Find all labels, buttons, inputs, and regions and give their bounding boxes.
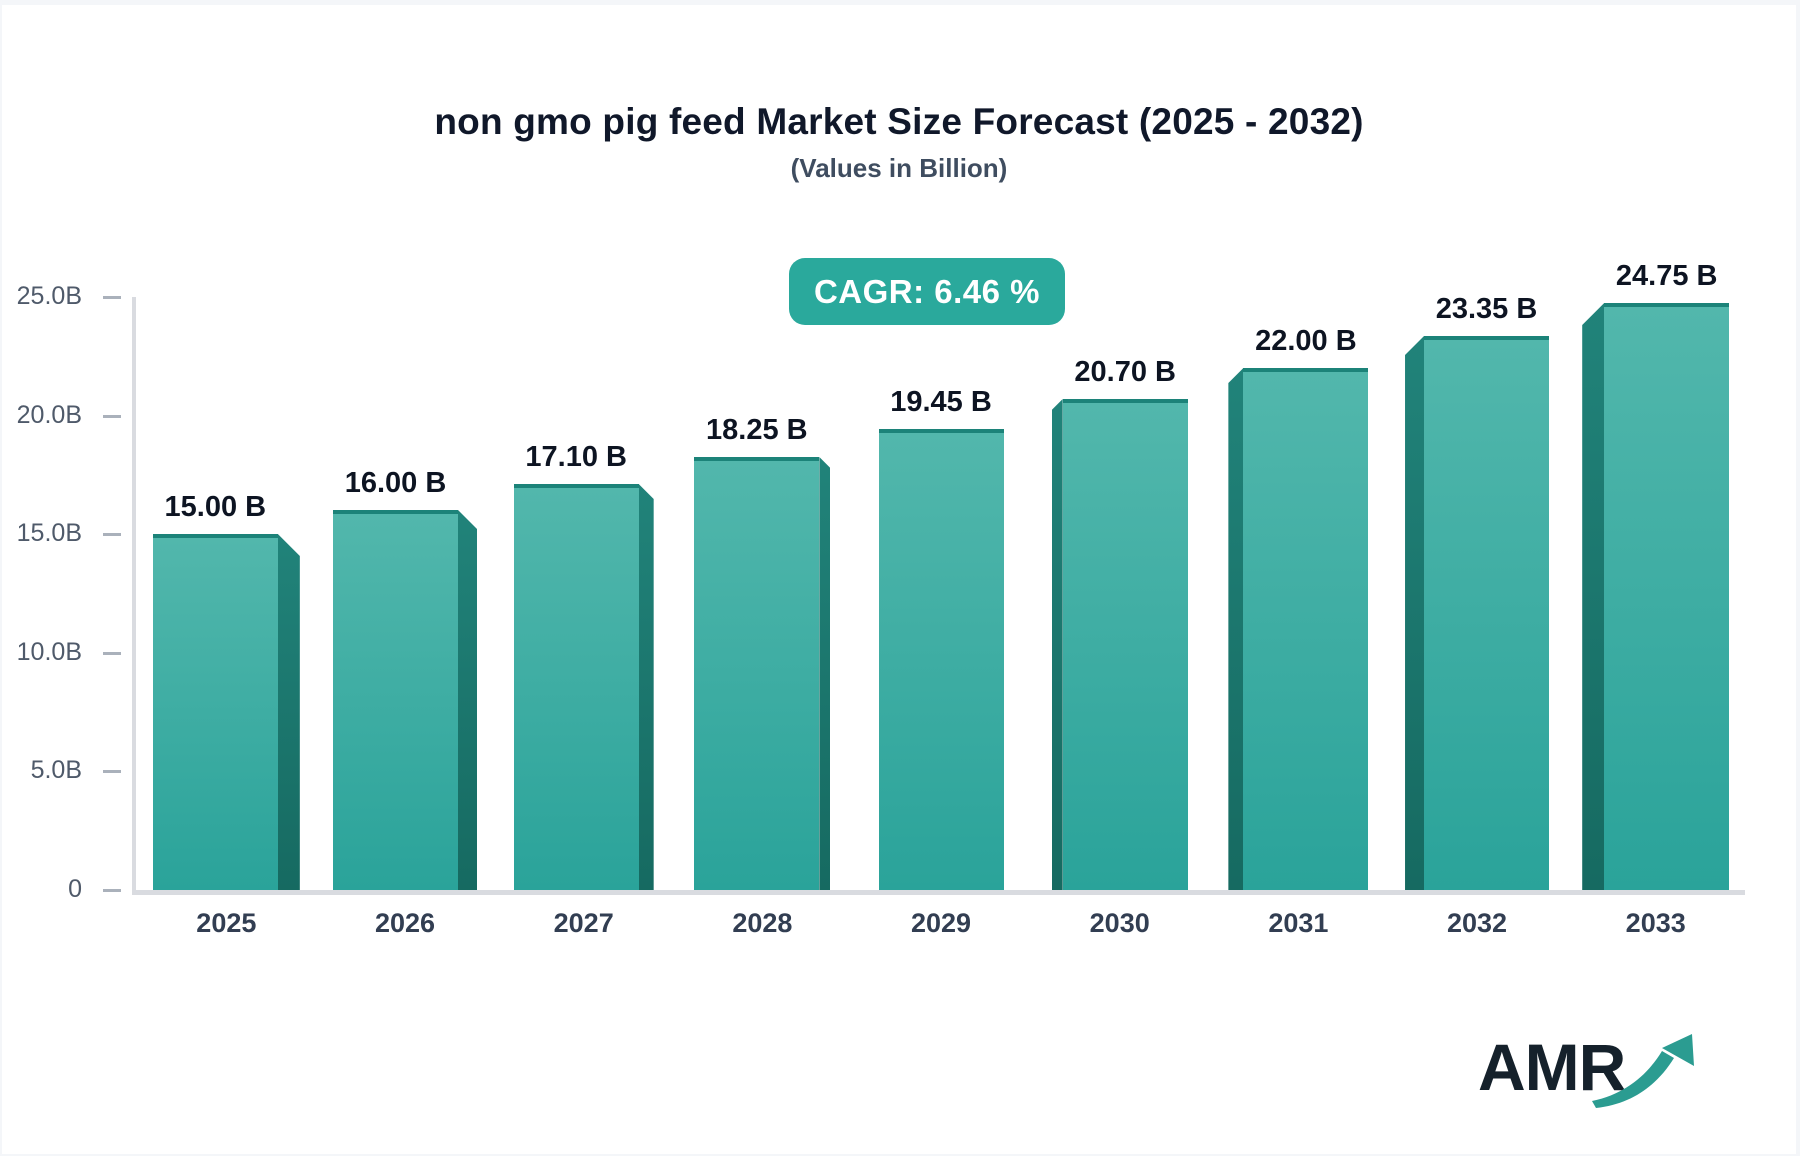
bar-value-label: 18.25 B [706,414,808,446]
bar-2028: 18.25 B [694,414,831,890]
amr-logo: AMR [1478,1020,1708,1112]
bar-slot: 20.70 B [1030,297,1209,890]
bar-slot: 16.00 B [316,297,495,890]
x-axis-label-2033: 2033 [1625,908,1686,938]
bars-area: 15.00 B 16.00 B 17.10 B 18.25 B 19.45 B 20.70… [137,260,1745,890]
bar-2033: 24.75 B [1582,260,1730,890]
bar-value-label: 16.00 B [344,467,447,499]
y-tick-mark [103,770,121,774]
x-axis-label-2030: 2030 [1089,908,1150,938]
bar-2029: 19.45 B [878,386,1004,890]
chart-subtitle: (Values in Billion) [790,153,1008,183]
y-tick-mark [103,414,121,418]
x-axis-label-2027: 2027 [553,908,614,938]
bar-value-label: 17.10 B [525,441,627,473]
y-tick-mark [103,533,121,537]
bar-face [333,510,458,890]
bar-face [1604,303,1730,890]
bar-slot: 23.35 B [1388,293,1567,890]
x-axis-label-2028: 2028 [732,908,793,938]
y-tick-mark [103,889,121,892]
bar-2025: 15.00 B [152,491,300,890]
x-axis-label-2031: 2031 [1268,908,1329,938]
bar-value-label: 19.45 B [890,386,992,418]
bar-side-3d [458,510,477,890]
bar-side-3d [1405,336,1425,890]
y-tick-mark [103,296,121,299]
x-axis-label-2032: 2032 [1447,908,1508,938]
bar-2027: 17.10 B [513,441,654,890]
bar-face [694,457,820,890]
y-tick-label: 10.0B [16,637,82,666]
amr-logo-arrow-swoosh [1592,1051,1674,1108]
bar-2030: 20.70 B [1051,356,1188,890]
bar-slot: 18.25 B [673,297,852,890]
amr-logo-arrow-head [1662,1034,1694,1066]
bar-side-3d [638,484,654,890]
bar-slot: 24.75 B [1566,260,1745,890]
x-axis-line [132,890,1745,895]
bar-side-3d [1051,399,1063,890]
y-axis-line [132,297,136,890]
bar-face [152,534,278,890]
bar-face [1062,399,1188,890]
bar-value-label: 20.70 B [1074,356,1176,388]
bar-2032: 23.35 B [1405,293,1550,890]
bar-2031: 22.00 B [1228,325,1369,890]
bar-face [878,429,1004,890]
bar-side-3d [819,457,831,890]
amr-logo-graphic: AMR [1478,1030,1694,1108]
bar-value-label: 24.75 B [1615,260,1718,292]
bar-side-3d [1228,368,1244,890]
bar-face [513,484,639,890]
bar-side-3d [277,534,300,890]
chart-card: non gmo pig feed Market Size Forecast (2… [2,5,1796,1154]
bar-face [1243,368,1369,890]
cagr-badge: CAGR: 6.46 % [789,258,1065,325]
y-tick-label: 5.0B [30,756,82,785]
x-axis-labels: 2025 2026 2027 2028 2029 2030 2031 2032 2033 [137,908,1745,948]
bar-slot: 22.00 B [1209,297,1388,890]
y-tick-label: 25.0B [16,282,82,310]
bar-value-label: 23.35 B [1435,293,1538,325]
bar-face [1424,336,1550,890]
amr-logo-text: AMR [1478,1030,1626,1104]
y-tick-label: 20.0B [16,400,82,429]
bar-2026: 16.00 B [333,467,477,890]
bar-value-label: 22.00 B [1255,325,1357,357]
x-axis-label-2025: 2025 [196,908,257,938]
y-tick-mark [103,651,121,655]
x-axis-label-2029: 2029 [910,908,972,938]
y-tick-label: 0 [68,875,82,903]
bar-slot: 19.45 B [852,297,1031,890]
bar-value-label: 15.00 B [164,491,267,523]
x-axis-label-2026: 2026 [374,908,436,938]
bar-side-3d [1582,303,1605,890]
bar-slot: 17.10 B [494,297,673,890]
y-tick-label: 15.0B [16,519,82,548]
cagr-badge-label: CAGR: 6.46 % [813,272,1041,310]
chart-title: non gmo pig feed Market Size Forecast (2… [434,101,1364,142]
bar-slot: 15.00 B [137,297,316,890]
